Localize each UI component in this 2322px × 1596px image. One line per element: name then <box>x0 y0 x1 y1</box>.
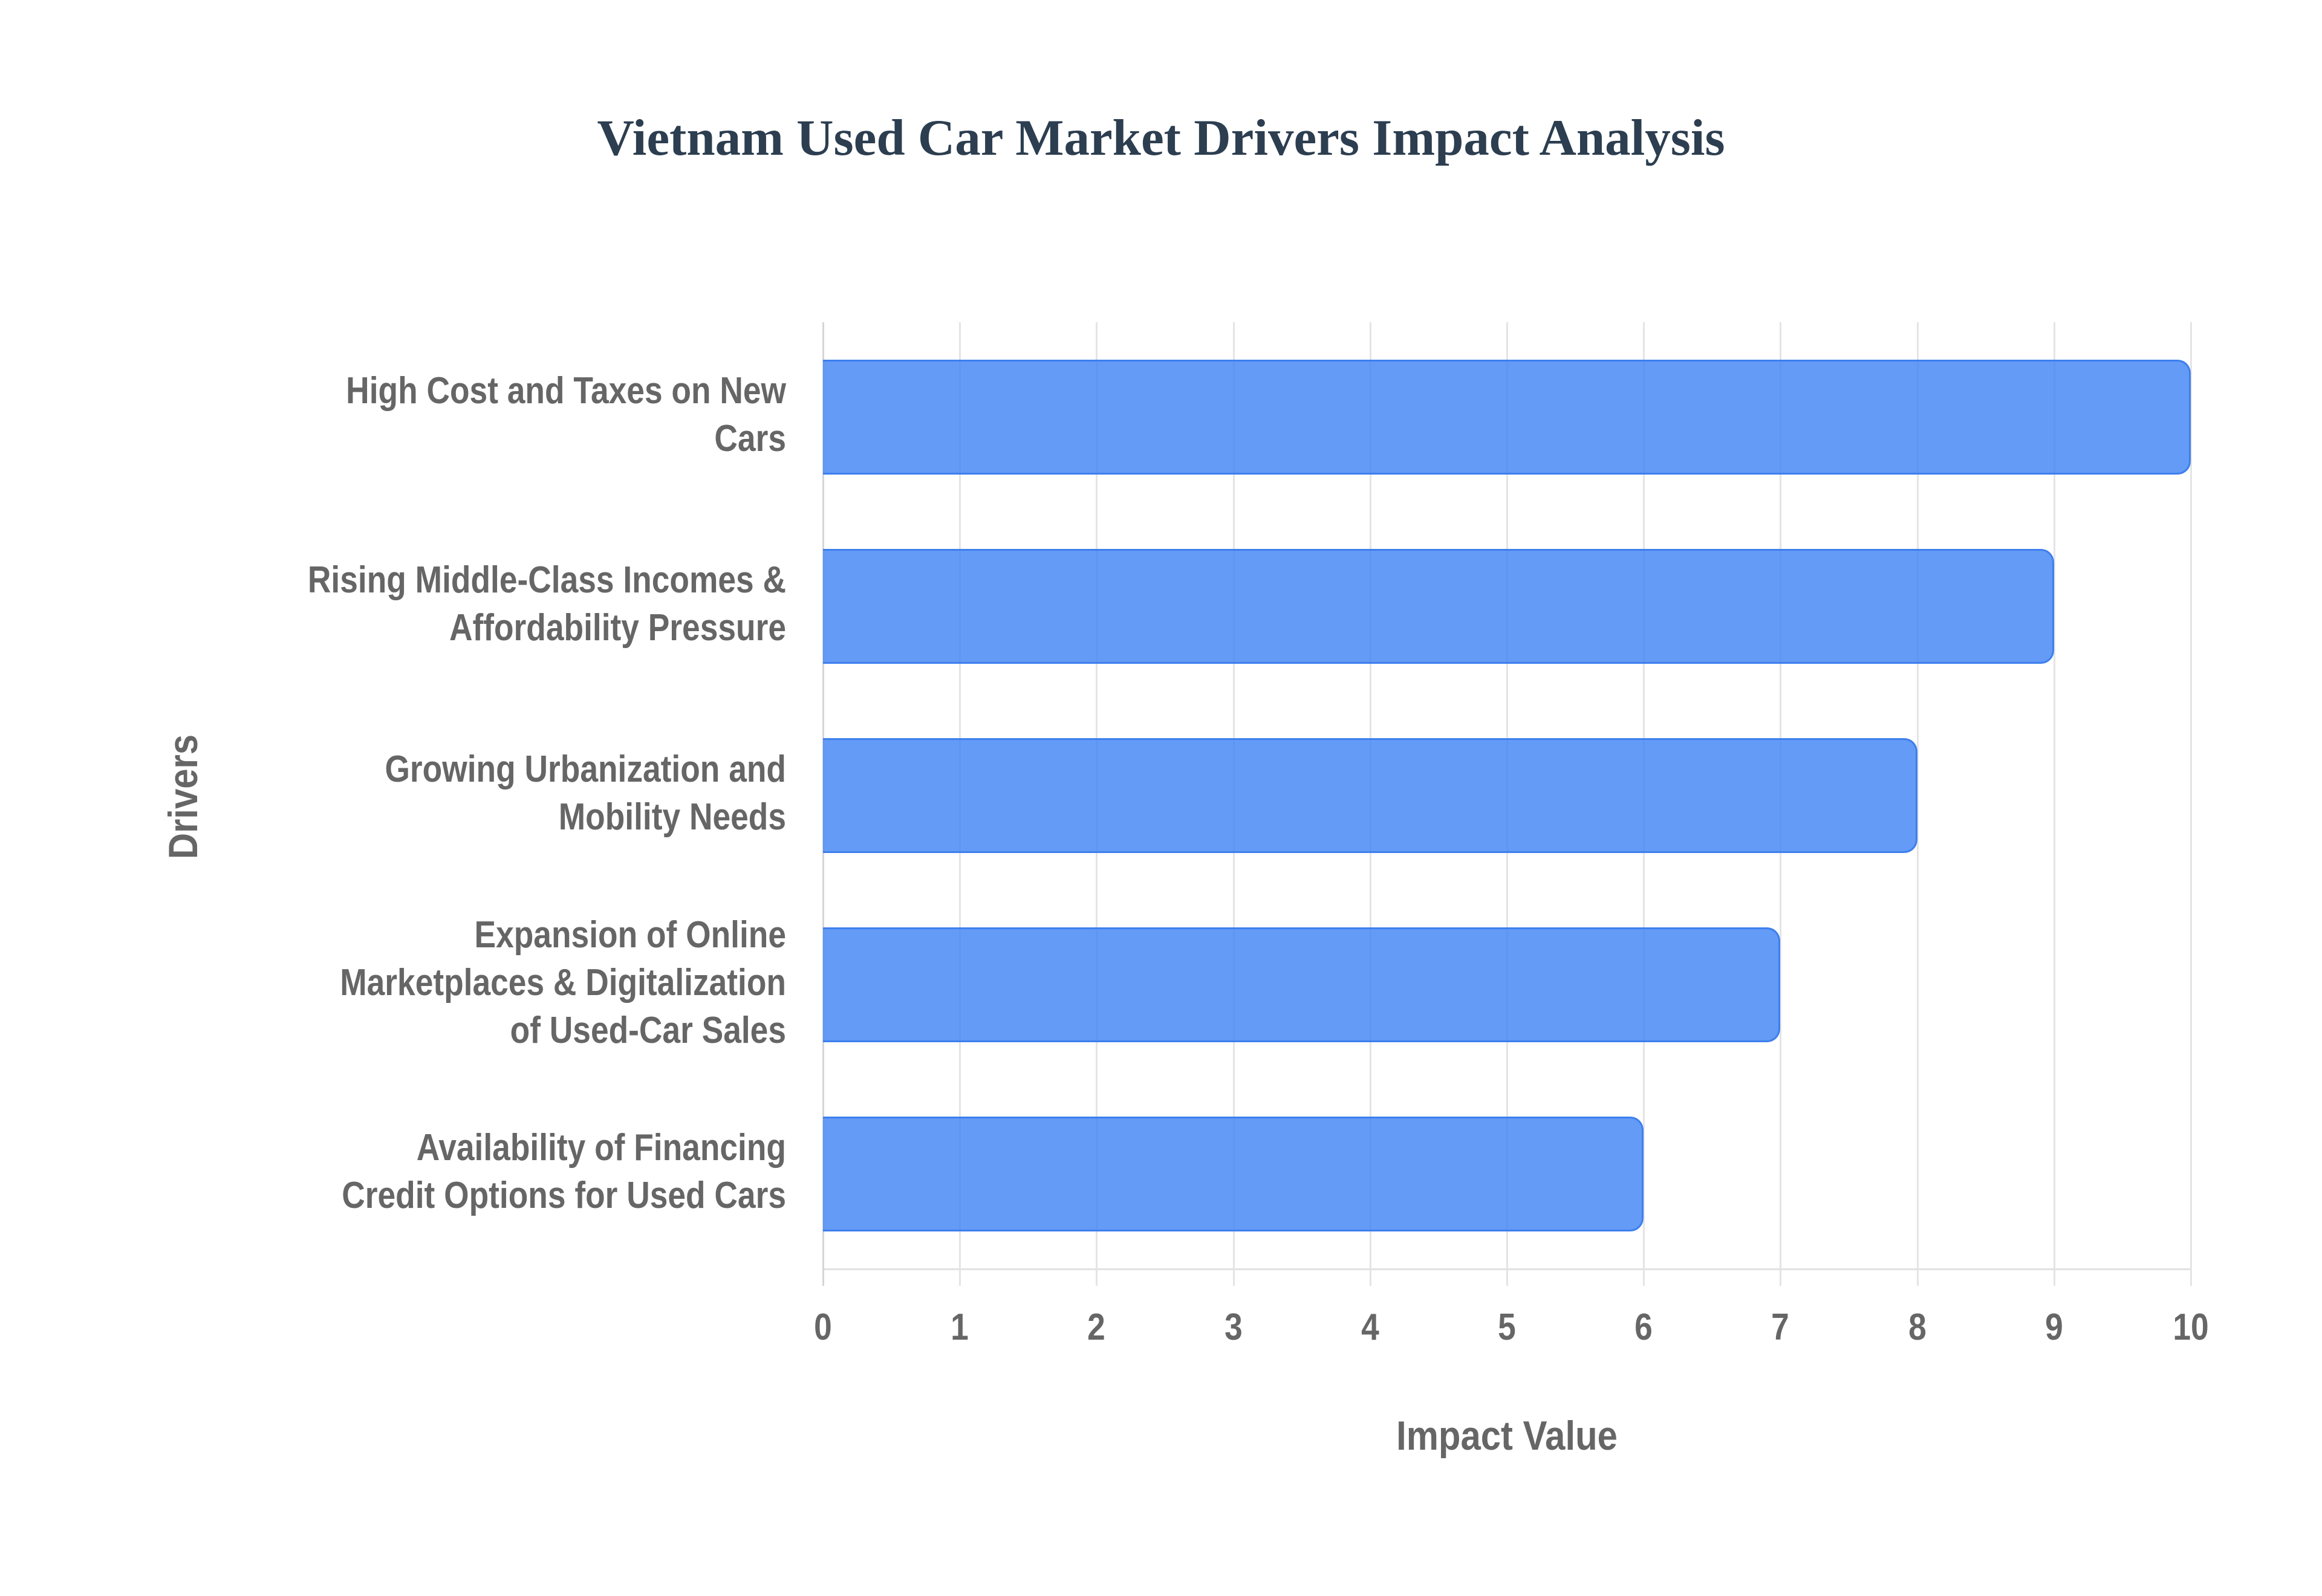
y-axis-label: Availability of Financing Credit Options … <box>266 1124 786 1219</box>
y-axis-label: Expansion of Online Marketplaces & Digita… <box>266 911 786 1054</box>
y-axis-title: Drivers <box>160 734 206 860</box>
x-tick-label: 1 <box>951 1306 969 1348</box>
x-tick-label: 6 <box>1634 1306 1653 1348</box>
gridline <box>2190 322 2192 1286</box>
bar[interactable] <box>823 1117 1644 1232</box>
bar[interactable] <box>823 359 2191 475</box>
y-axis-label: High Cost and Taxes on New Cars <box>266 367 786 462</box>
y-axis-label-line: Affordability Pressure <box>449 606 786 649</box>
x-tick-label: 2 <box>1087 1306 1106 1348</box>
y-axis-label-line: Cars <box>714 417 786 459</box>
x-axis-title: Impact Value <box>1396 1413 1618 1459</box>
bar[interactable] <box>823 927 1781 1043</box>
bar[interactable] <box>823 738 1917 853</box>
x-tick-label: 9 <box>2044 1306 2063 1348</box>
x-tick-label: 5 <box>1498 1306 1516 1348</box>
x-tick-label: 7 <box>1771 1306 1790 1348</box>
y-axis-label-line: Expansion of Online <box>474 913 786 956</box>
gridline <box>2053 322 2055 1286</box>
y-axis-label-line: Credit Options for Used Cars <box>342 1175 786 1217</box>
x-tick-label: 10 <box>2173 1306 2209 1348</box>
bar[interactable] <box>823 548 2054 664</box>
y-axis-label-line: Rising Middle-Class Incomes & <box>307 559 787 601</box>
y-axis-label: Rising Middle-Class Incomes & Affordabili… <box>266 556 786 652</box>
y-axis-label-line: Mobility Needs <box>558 796 786 838</box>
chart-title: Vietnam Used Car Market Drivers Impact A… <box>597 109 1725 166</box>
y-axis-label-line: Growing Urbanization and <box>385 748 786 790</box>
x-tick-label: 4 <box>1361 1306 1379 1348</box>
x-tick-label: 8 <box>1908 1306 1927 1348</box>
x-tick-label: 3 <box>1224 1306 1243 1348</box>
y-axis-label-line: of Used-Car Sales <box>510 1009 786 1051</box>
y-axis-label-line: High Cost and Taxes on New <box>346 369 786 412</box>
x-tick-label: 0 <box>814 1306 832 1348</box>
y-axis-label-line: Marketplaces & Digitalization <box>340 961 786 1004</box>
gridline <box>1916 322 1919 1286</box>
plot-area <box>822 322 2192 1286</box>
y-axis-label: Growing Urbanization and Mobility Needs <box>266 745 786 841</box>
y-axis-label-line: Availability of Financing <box>416 1127 786 1169</box>
